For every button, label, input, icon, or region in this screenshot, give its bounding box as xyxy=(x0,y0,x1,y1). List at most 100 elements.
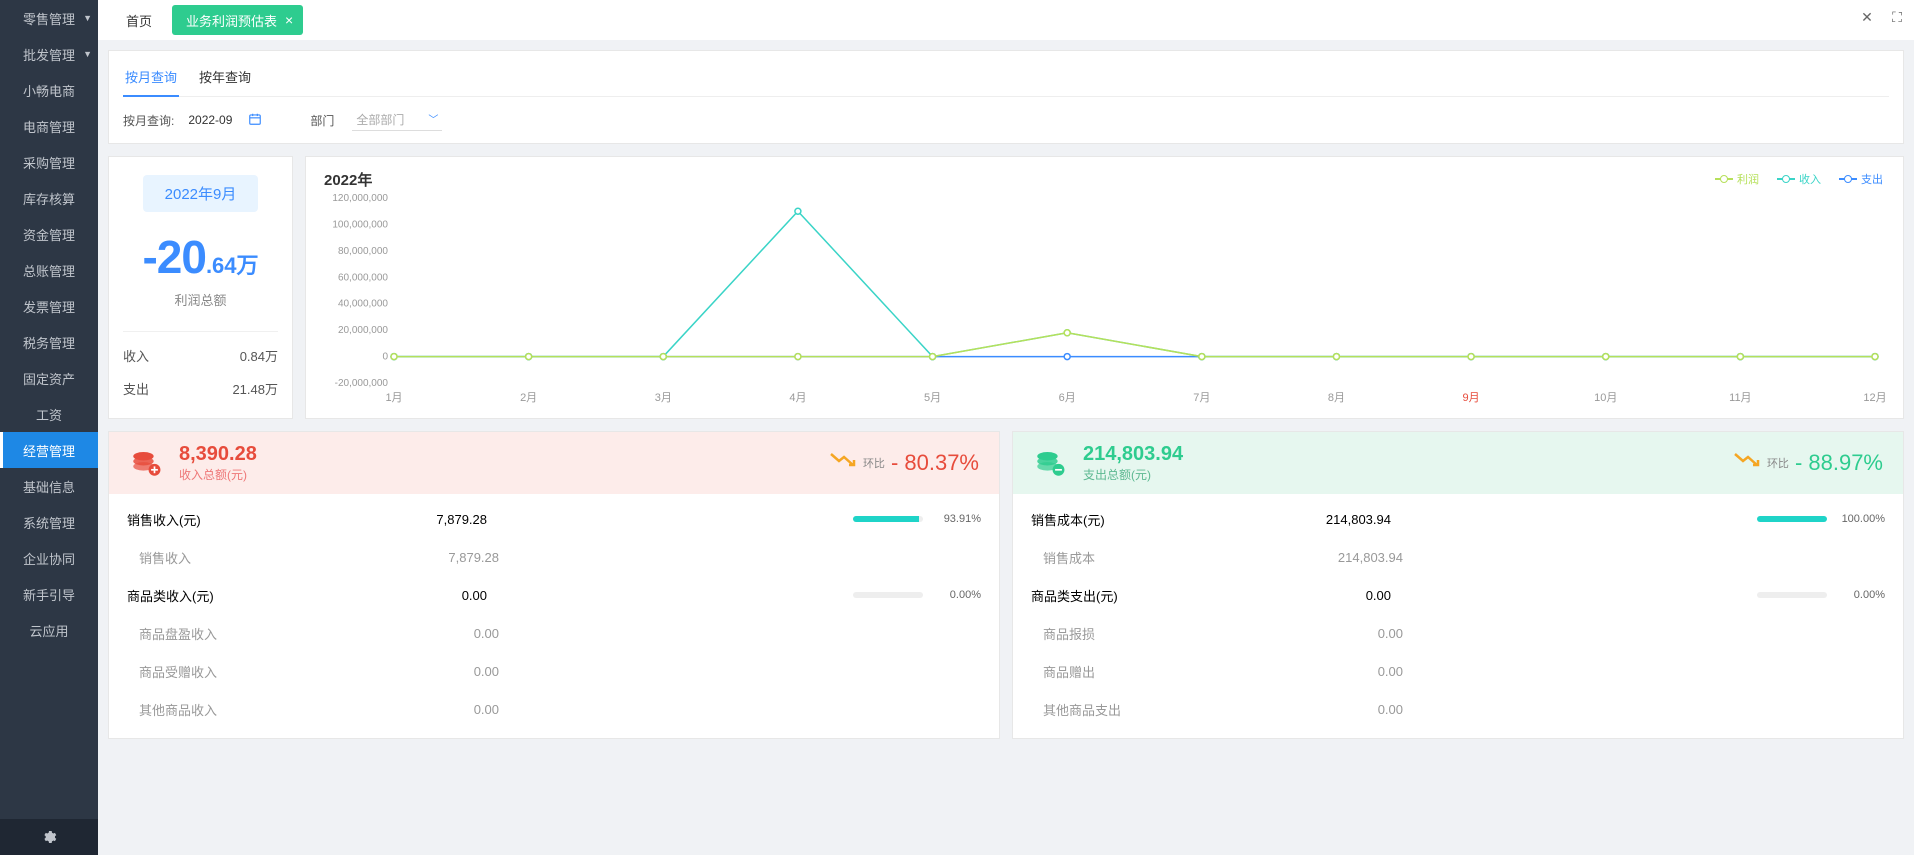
profit-int: -20 xyxy=(142,230,205,284)
close-panel-icon[interactable]: ✕ xyxy=(1856,6,1878,28)
svg-text:100,000,000: 100,000,000 xyxy=(332,219,388,230)
period-pill: 2022年9月 xyxy=(143,175,259,212)
chart-legend: 利润 收入 支出 xyxy=(1715,171,1883,187)
dept-placeholder: 全部部门 xyxy=(356,113,404,127)
sidebar-item[interactable]: 资金管理 xyxy=(0,216,98,252)
table-row: 销售收入7,879.28 xyxy=(127,538,981,576)
svg-text:10月: 10月 xyxy=(1594,392,1617,404)
expense-sub: 支出总额(元) xyxy=(1083,466,1183,483)
settings-icon[interactable] xyxy=(0,819,98,855)
income-panel: 8,390.28 收入总额(元) 环比 - 80.37% 销售收入(元)7,87… xyxy=(108,431,1000,739)
table-row: 商品报损0.00 xyxy=(1031,614,1885,652)
chart-title: 2022年 xyxy=(324,169,1885,190)
tab-bar: 首页 业务利润预估表 × ✕ ⛶ xyxy=(98,0,1914,40)
hb-label: 环比 xyxy=(863,455,885,471)
sidebar-item[interactable]: 电商管理 xyxy=(0,108,98,144)
sidebar-item[interactable]: 税务管理 xyxy=(0,324,98,360)
income-label: 收入 xyxy=(123,346,149,365)
svg-text:5月: 5月 xyxy=(924,392,941,404)
chart-card: 2022年 利润 收入 支出 -20,000,000 0 20,000,000 40,… xyxy=(305,156,1904,419)
sidebar-item[interactable]: 库存核算 xyxy=(0,180,98,216)
trend-down-icon xyxy=(829,451,857,475)
sidebar-item[interactable]: 经营管理 xyxy=(0,432,98,468)
tab-home[interactable]: 首页 xyxy=(112,11,166,30)
profit-total: -20 .64万 xyxy=(142,230,258,284)
svg-text:9月: 9月 xyxy=(1463,392,1480,404)
month-query-label: 按月查询: xyxy=(123,112,174,129)
legend-expense[interactable]: 支出 xyxy=(1839,171,1883,187)
expense-icon xyxy=(1031,444,1069,482)
sidebar-item[interactable]: 批发管理▼ xyxy=(0,36,98,72)
income-amount: 8,390.28 xyxy=(179,443,257,466)
table-row: 其他商品支出0.00 xyxy=(1031,690,1885,728)
table-row: 商品赠出0.00 xyxy=(1031,652,1885,690)
month-value: 2022-09 xyxy=(188,113,232,127)
tab-label: 业务利润预估表 xyxy=(186,11,277,30)
expense-header: 214,803.94 支出总额(元) 环比 - 88.97% xyxy=(1013,432,1903,494)
legend-income[interactable]: 收入 xyxy=(1777,171,1821,187)
svg-text:0: 0 xyxy=(382,352,388,363)
svg-text:40,000,000: 40,000,000 xyxy=(338,299,388,310)
caret-down-icon: ▼ xyxy=(83,13,92,23)
dept-select[interactable]: 全部部门 ﹀ xyxy=(352,109,442,131)
summary-card: 2022年9月 -20 .64万 利润总额 收入 0.84万 支出 21.48万 xyxy=(108,156,293,419)
svg-text:2月: 2月 xyxy=(520,392,537,404)
hb-label: 环比 xyxy=(1767,455,1789,471)
svg-text:4月: 4月 xyxy=(789,392,806,404)
income-pct: - 80.37% xyxy=(891,450,979,476)
sidebar-item[interactable]: 企业协同 xyxy=(0,540,98,576)
caret-down-icon: ▼ xyxy=(83,49,92,59)
line-chart: -20,000,000 0 20,000,000 40,000,000 60,000,0… xyxy=(324,190,1885,405)
svg-text:60,000,000: 60,000,000 xyxy=(338,272,388,283)
svg-text:1月: 1月 xyxy=(385,392,402,404)
profit-dec: .64万 xyxy=(206,248,259,280)
sidebar-item[interactable]: 工资 xyxy=(0,396,98,432)
sidebar-item[interactable]: 新手引导 xyxy=(0,576,98,612)
sidebar-item[interactable]: 固定资产 xyxy=(0,360,98,396)
sidebar: 零售管理▼批发管理▼小畅电商电商管理采购管理库存核算资金管理总账管理发票管理税务… xyxy=(0,0,98,855)
sidebar-item[interactable]: 发票管理 xyxy=(0,288,98,324)
filter-bar: 按月查询 按年查询 按月查询: 2022-09 部门 全部部门 ﹀ xyxy=(108,50,1904,144)
table-row: 商品类支出(元)0.000.00% xyxy=(1031,576,1885,614)
expense-label: 支出 xyxy=(123,379,149,398)
tab-by-year[interactable]: 按年查询 xyxy=(197,61,253,96)
sidebar-item[interactable]: 零售管理▼ xyxy=(0,0,98,36)
svg-text:20,000,000: 20,000,000 xyxy=(338,325,388,336)
dept-label: 部门 xyxy=(310,112,334,129)
expense-value: 21.48万 xyxy=(232,379,278,398)
calendar-icon[interactable] xyxy=(248,112,262,129)
sidebar-item[interactable]: 总账管理 xyxy=(0,252,98,288)
svg-text:6月: 6月 xyxy=(1059,392,1076,404)
sidebar-item[interactable]: 系统管理 xyxy=(0,504,98,540)
sidebar-item[interactable]: 基础信息 xyxy=(0,468,98,504)
income-sub: 收入总额(元) xyxy=(179,466,257,483)
table-row: 销售成本(元)214,803.94100.00% xyxy=(1031,500,1885,538)
svg-text:80,000,000: 80,000,000 xyxy=(338,246,388,257)
table-row: 商品盘盈收入0.00 xyxy=(127,614,981,652)
sidebar-item[interactable]: 云应用 xyxy=(0,612,98,648)
sidebar-item[interactable]: 采购管理 xyxy=(0,144,98,180)
main-area: 首页 业务利润预估表 × ✕ ⛶ 按月查询 按年查询 按月查询: 2022-09 xyxy=(98,0,1914,855)
income-icon xyxy=(127,444,165,482)
svg-text:11月: 11月 xyxy=(1729,392,1751,404)
fullscreen-icon[interactable]: ⛶ xyxy=(1886,6,1908,28)
svg-text:120,000,000: 120,000,000 xyxy=(332,193,388,204)
income-value: 0.84万 xyxy=(240,346,278,365)
income-header: 8,390.28 收入总额(元) 环比 - 80.37% xyxy=(109,432,999,494)
legend-profit[interactable]: 利润 xyxy=(1715,171,1759,187)
table-row: 销售收入(元)7,879.2893.91% xyxy=(127,500,981,538)
expense-amount: 214,803.94 xyxy=(1083,443,1183,466)
svg-text:12月: 12月 xyxy=(1863,392,1885,404)
table-row: 销售成本214,803.94 xyxy=(1031,538,1885,576)
svg-text:7月: 7月 xyxy=(1193,392,1210,404)
trend-down-icon xyxy=(1733,451,1761,475)
tab-profit-estimate[interactable]: 业务利润预估表 × xyxy=(172,5,303,35)
expense-pct: - 88.97% xyxy=(1795,450,1883,476)
content: 按月查询 按年查询 按月查询: 2022-09 部门 全部部门 ﹀ xyxy=(98,40,1914,855)
close-icon[interactable]: × xyxy=(285,12,293,28)
sidebar-item[interactable]: 小畅电商 xyxy=(0,72,98,108)
profit-label: 利润总额 xyxy=(174,290,226,309)
chevron-down-icon: ﹀ xyxy=(428,111,438,126)
svg-text:-20,000,000: -20,000,000 xyxy=(335,378,389,389)
tab-by-month[interactable]: 按月查询 xyxy=(123,61,179,96)
